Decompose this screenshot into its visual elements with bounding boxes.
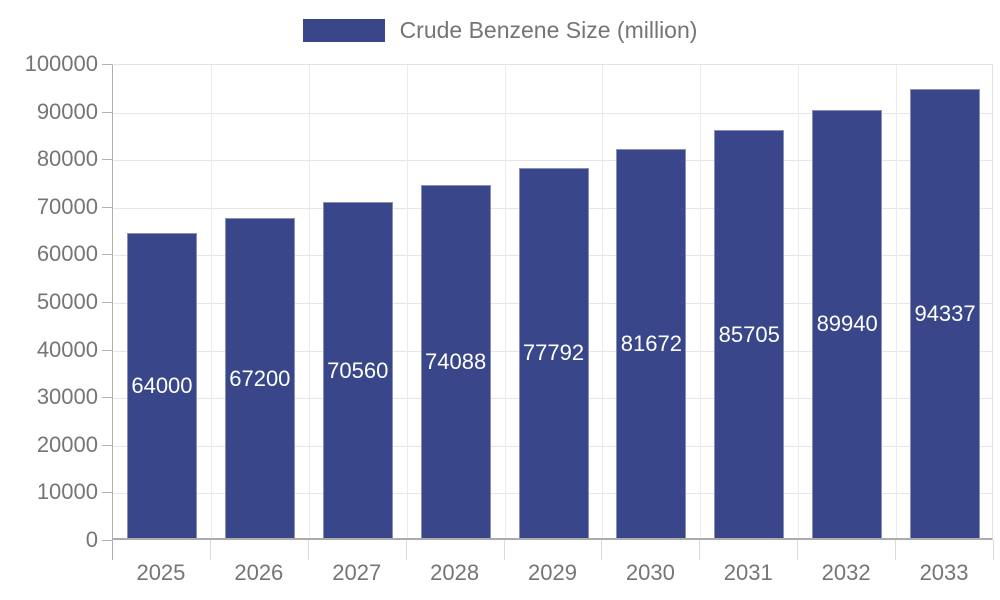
bar[interactable]: 70560 bbox=[322, 202, 393, 538]
bar-value-label: 70560 bbox=[327, 357, 389, 383]
y-axis-tick-label: 70000 bbox=[36, 193, 98, 219]
y-axis-tick bbox=[102, 444, 112, 446]
y-axis-tick-label: 20000 bbox=[36, 431, 98, 457]
y-axis-tick bbox=[102, 206, 112, 208]
bar[interactable]: 89940 bbox=[812, 109, 883, 538]
legend-label: Crude Benzene Size (million) bbox=[399, 17, 698, 43]
y-axis-tick bbox=[102, 492, 112, 494]
bar[interactable]: 67200 bbox=[224, 218, 295, 538]
x-axis-tick-label: 2025 bbox=[136, 560, 186, 585]
gridline-horizontal bbox=[113, 160, 992, 162]
x-axis-tick bbox=[503, 540, 505, 560]
bar[interactable]: 64000 bbox=[126, 233, 197, 538]
x-axis-tick-label: 2026 bbox=[234, 560, 284, 585]
gridline-vertical bbox=[896, 65, 898, 538]
gridline-vertical bbox=[210, 65, 212, 538]
x-axis-tick bbox=[699, 540, 701, 560]
x-axis-tick bbox=[797, 540, 799, 560]
y-axis-tick bbox=[102, 254, 112, 256]
y-axis-tick bbox=[102, 349, 112, 351]
y-axis-tick bbox=[102, 159, 112, 161]
x-axis-tick bbox=[895, 540, 897, 560]
legend-swatch-icon bbox=[302, 19, 385, 42]
bar-value-label: 85705 bbox=[718, 321, 780, 347]
x-axis-tick bbox=[601, 540, 603, 560]
x-axis-tick-label: 2033 bbox=[919, 560, 969, 585]
gridline-vertical bbox=[602, 65, 604, 538]
gridline-vertical bbox=[700, 65, 702, 538]
y-axis-tick-label: 10000 bbox=[36, 479, 98, 505]
x-axis-tick-label: 2029 bbox=[528, 560, 577, 585]
bar-value-label: 94337 bbox=[914, 300, 976, 326]
y-axis-tick bbox=[102, 111, 112, 113]
plot-area: 64000 67200 70560 74088 77792 81672 85705 89940… bbox=[112, 64, 993, 540]
x-axis-tick-label: 2031 bbox=[723, 560, 773, 585]
y-axis-tick-label: 90000 bbox=[36, 98, 98, 124]
bar-value-label: 81672 bbox=[620, 331, 682, 357]
y-axis-tick bbox=[102, 540, 112, 541]
x-axis-tick-label: 2028 bbox=[430, 560, 480, 585]
bar[interactable]: 74088 bbox=[420, 185, 491, 538]
x-axis-tick-label: 2030 bbox=[625, 560, 675, 585]
x-axis-tick bbox=[405, 540, 407, 560]
gridline-vertical bbox=[798, 65, 800, 538]
gridline-horizontal bbox=[113, 112, 992, 114]
bar-value-label: 74088 bbox=[425, 349, 487, 375]
y-axis-tick-label: 50000 bbox=[36, 289, 98, 314]
bar-value-label: 67200 bbox=[229, 365, 291, 391]
bar[interactable]: 94337 bbox=[910, 88, 981, 538]
bar[interactable]: 81672 bbox=[616, 149, 687, 538]
y-axis-tick-label: 80000 bbox=[36, 146, 98, 172]
bar-value-label: 89940 bbox=[816, 311, 878, 337]
y-axis-tick-label: 60000 bbox=[36, 241, 98, 267]
gridline-vertical bbox=[504, 65, 506, 538]
bar[interactable]: 77792 bbox=[518, 167, 589, 538]
y-axis-tick bbox=[102, 302, 112, 303]
y-axis-tick bbox=[102, 397, 112, 399]
y-axis-tick-label: 0 bbox=[85, 527, 98, 552]
bar-value-label: 77792 bbox=[522, 340, 585, 366]
x-axis-tick-label: 2027 bbox=[332, 560, 382, 585]
x-axis-tick-label: 2032 bbox=[821, 560, 871, 585]
x-axis-tick bbox=[307, 540, 309, 560]
x-axis-tick bbox=[112, 540, 113, 560]
y-axis-tick-label: 100000 bbox=[24, 51, 98, 76]
x-axis-tick bbox=[209, 540, 211, 560]
y-axis-tick-label: 40000 bbox=[36, 336, 98, 362]
chart-legend[interactable]: Crude Benzene Size (million) bbox=[0, 17, 1000, 44]
y-axis-tick-label: 30000 bbox=[36, 384, 98, 410]
bar[interactable]: 85705 bbox=[714, 130, 785, 538]
gridline-vertical bbox=[308, 65, 310, 538]
bar-value-label: 64000 bbox=[131, 373, 193, 399]
y-axis-tick bbox=[102, 64, 112, 65]
gridline-vertical bbox=[406, 65, 408, 538]
x-axis-tick bbox=[993, 540, 994, 560]
